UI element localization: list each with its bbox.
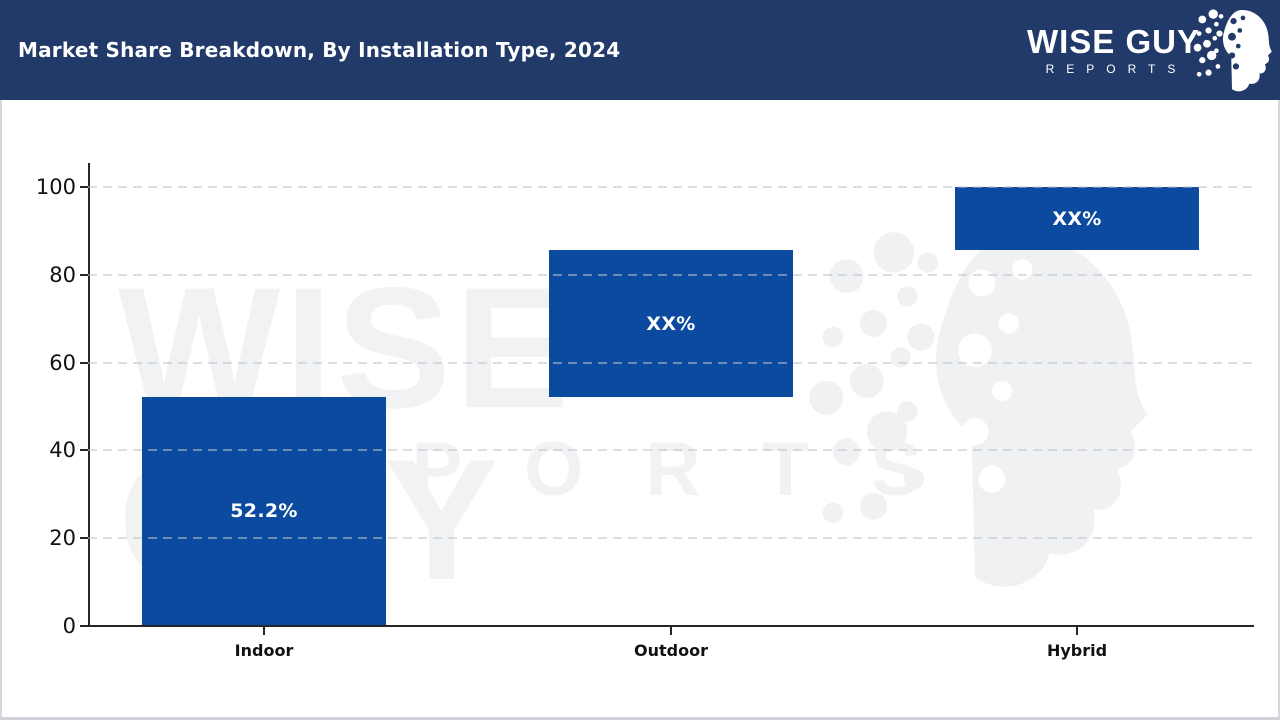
x-tick-label-outdoor: Outdoor bbox=[634, 641, 708, 660]
page-title: Market Share Breakdown, By Installation … bbox=[18, 38, 621, 62]
y-tick-label-100: 100 bbox=[35, 175, 76, 199]
bar-outdoor: XX% bbox=[549, 250, 793, 397]
y-tick-mark-80 bbox=[80, 273, 88, 276]
y-tick-label-20: 20 bbox=[49, 526, 76, 551]
bar-value-label-hybrid: XX% bbox=[1052, 207, 1102, 230]
gridline-80 bbox=[88, 273, 1256, 276]
gridline-100 bbox=[88, 186, 1256, 188]
x-tick-mark-outdoor bbox=[670, 627, 672, 635]
gridline-20 bbox=[88, 537, 1256, 540]
frame-border-bottom bbox=[0, 717, 1280, 720]
y-tick-mark-40 bbox=[80, 449, 88, 452]
y-axis-line bbox=[88, 163, 90, 627]
y-tick-mark-100 bbox=[80, 186, 88, 188]
header-band: Market Share Breakdown, By Installation … bbox=[0, 0, 1280, 100]
bar-value-label-outdoor: XX% bbox=[646, 312, 696, 335]
bar-indoor: 52.2% bbox=[142, 396, 386, 626]
y-tick-mark-60 bbox=[80, 361, 88, 364]
brand-subtitle: REPORTS bbox=[1045, 61, 1188, 76]
dotted-head-profile-icon bbox=[1193, 9, 1272, 92]
y-tick-label-60: 60 bbox=[49, 350, 76, 375]
x-tick-mark-hybrid bbox=[1076, 627, 1078, 635]
frame-border-right bbox=[1278, 100, 1280, 720]
brand-wordmark: WISE GUY REPORTS bbox=[1027, 25, 1200, 76]
bar-hybrid: XX% bbox=[955, 187, 1199, 251]
x-axis-line bbox=[88, 625, 1254, 627]
bar-value-label-indoor: 52.2% bbox=[230, 500, 298, 523]
y-tick-label-0: 0 bbox=[62, 614, 76, 638]
y-tick-label-80: 80 bbox=[49, 262, 76, 287]
x-tick-label-indoor: Indoor bbox=[234, 641, 294, 660]
x-tick-label-hybrid: Hybrid bbox=[1046, 641, 1108, 660]
brand-name: WISE GUY bbox=[1026, 22, 1200, 60]
y-tick-mark-20 bbox=[80, 537, 88, 540]
y-tick-label-40: 40 bbox=[49, 438, 76, 463]
frame-border-left bbox=[0, 100, 2, 720]
gridline-60 bbox=[88, 361, 1256, 364]
brand-logo: WISE GUY REPORTS bbox=[1027, 7, 1280, 93]
gridline-40 bbox=[88, 449, 1256, 452]
x-tick-mark-indoor bbox=[263, 627, 265, 635]
y-tick-mark-0 bbox=[80, 625, 88, 627]
